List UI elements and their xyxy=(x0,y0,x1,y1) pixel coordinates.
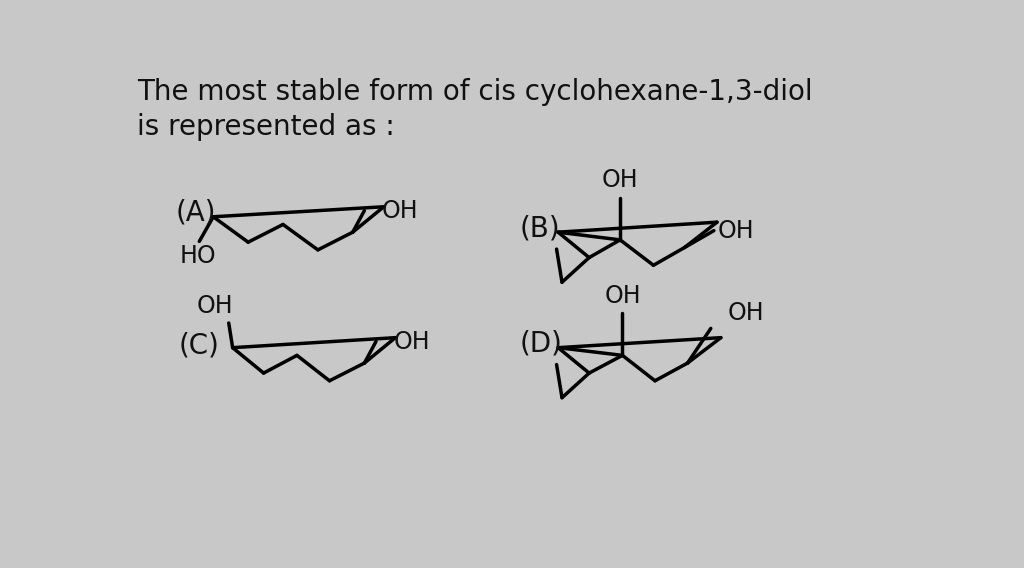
Text: OH: OH xyxy=(381,199,418,223)
Text: HO: HO xyxy=(179,244,216,269)
Text: (A): (A) xyxy=(176,199,216,227)
Text: OH: OH xyxy=(394,329,430,353)
Text: OH: OH xyxy=(728,300,765,324)
Text: (C): (C) xyxy=(178,331,219,360)
Text: OH: OH xyxy=(197,294,233,319)
Text: OH: OH xyxy=(718,219,755,243)
Text: (D): (D) xyxy=(519,330,562,358)
Text: (B): (B) xyxy=(519,214,560,243)
Text: The most stable form of cis cyclohexane-1,3-diol: The most stable form of cis cyclohexane-… xyxy=(137,78,813,106)
Text: is represented as :: is represented as : xyxy=(137,113,395,141)
Text: OH: OH xyxy=(602,168,638,192)
Text: OH: OH xyxy=(604,283,641,308)
